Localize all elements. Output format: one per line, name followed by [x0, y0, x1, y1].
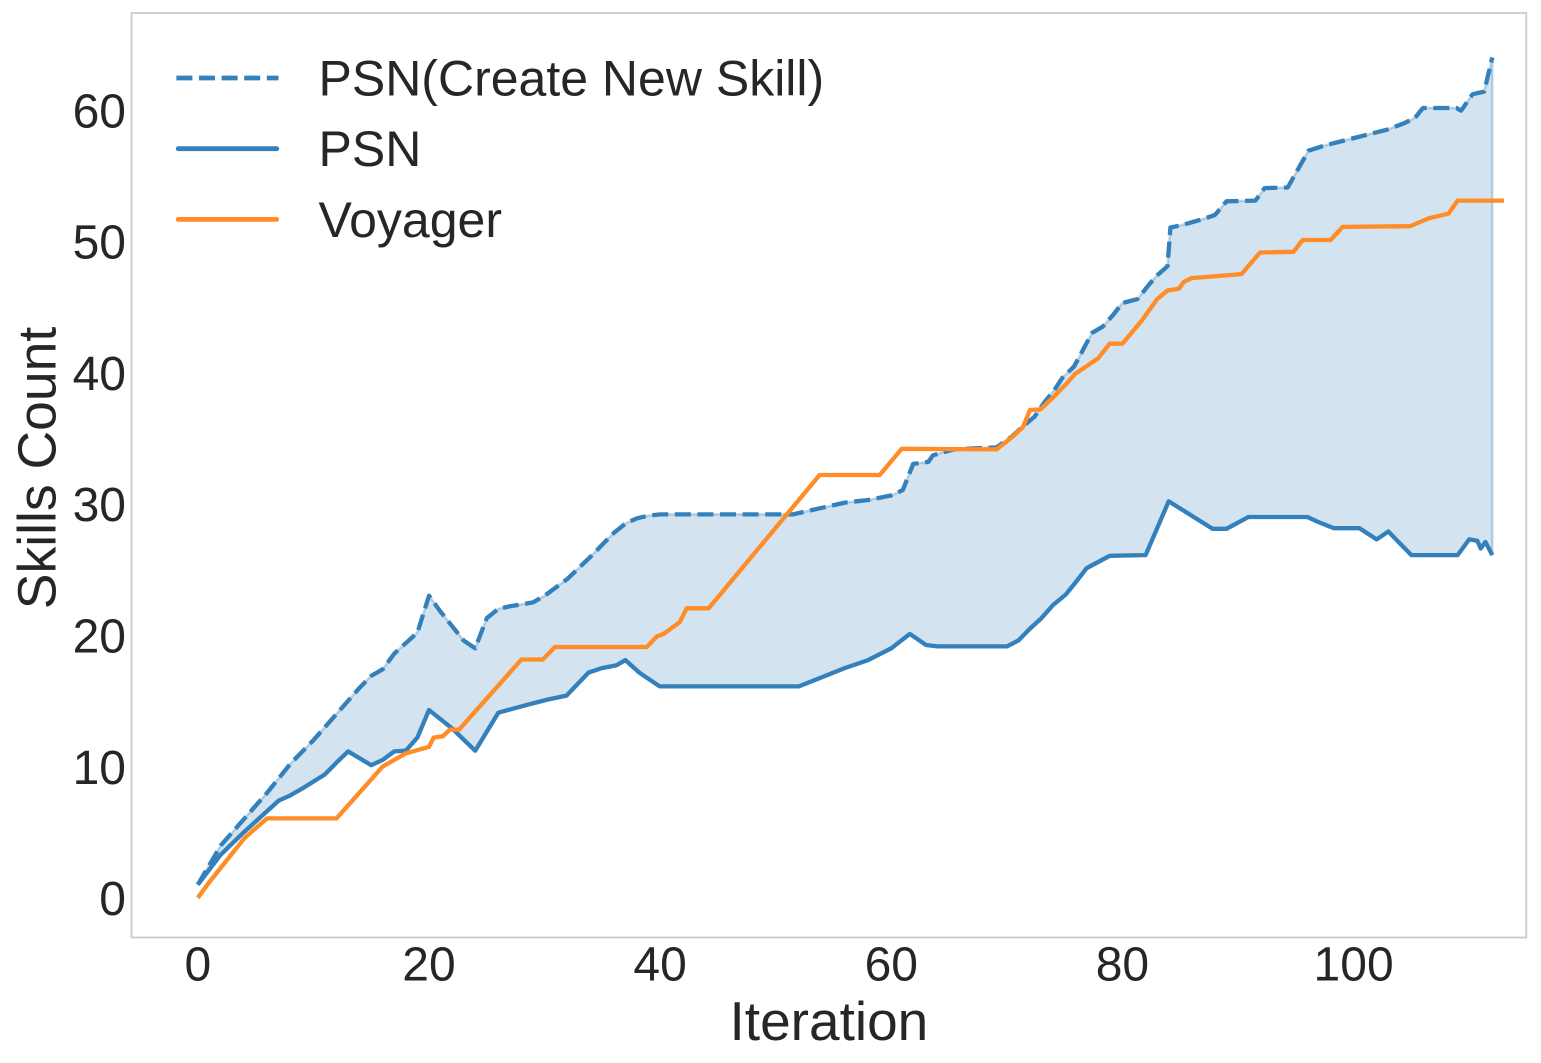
svg-text:PSN(Create New Skill): PSN(Create New Skill) — [319, 51, 825, 107]
svg-text:Skills Count: Skills Count — [8, 327, 67, 610]
svg-text:20: 20 — [402, 939, 455, 992]
svg-text:40: 40 — [73, 348, 126, 401]
svg-text:PSN: PSN — [319, 121, 422, 177]
svg-text:50: 50 — [73, 217, 126, 270]
svg-text:Voyager: Voyager — [319, 192, 502, 248]
svg-text:20: 20 — [73, 611, 126, 664]
svg-text:0: 0 — [184, 939, 211, 992]
svg-text:0: 0 — [99, 873, 126, 926]
svg-text:60: 60 — [73, 85, 126, 138]
svg-text:30: 30 — [73, 479, 126, 532]
svg-text:10: 10 — [73, 742, 126, 795]
svg-text:80: 80 — [1096, 939, 1149, 992]
svg-text:100: 100 — [1314, 939, 1394, 992]
svg-text:60: 60 — [865, 939, 918, 992]
svg-text:Iteration: Iteration — [730, 990, 929, 1052]
svg-text:40: 40 — [633, 939, 686, 992]
